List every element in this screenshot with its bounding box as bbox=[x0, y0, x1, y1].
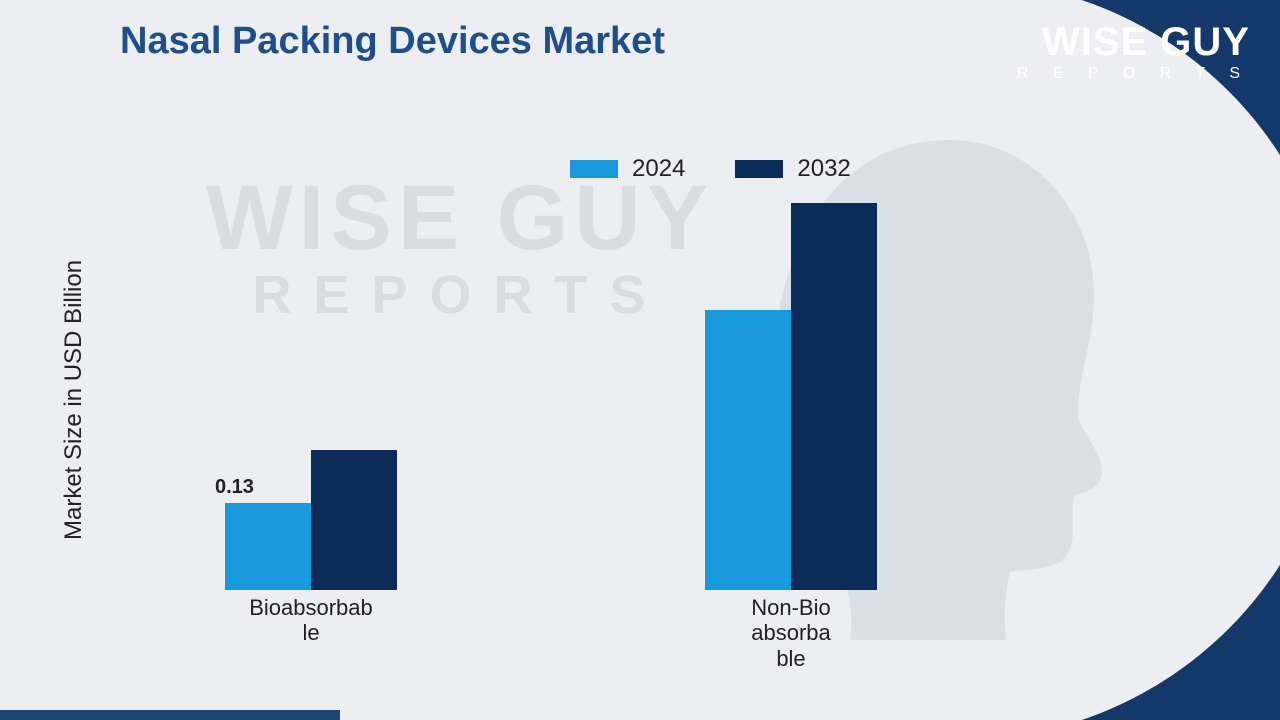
logo-line1: WISE GUY bbox=[980, 20, 1250, 65]
plot-area: 0.13BioabsorbableNon-Bioabsorbable bbox=[110, 190, 980, 590]
legend-swatch-2032 bbox=[735, 160, 783, 178]
chart-canvas: WISE GUY REPORTS Nasal Packing Devices M… bbox=[0, 0, 1280, 720]
chart-title: Nasal Packing Devices Market bbox=[120, 20, 665, 63]
legend-label-2032: 2032 bbox=[797, 155, 850, 183]
bar bbox=[311, 450, 397, 590]
bar-group bbox=[225, 450, 397, 590]
legend-item-2032: 2032 bbox=[735, 155, 850, 183]
legend-swatch-2024 bbox=[570, 160, 618, 178]
brand-logo: WISE GUY R E P O R T S bbox=[980, 20, 1250, 83]
bar-group bbox=[705, 203, 877, 590]
bar bbox=[225, 503, 311, 590]
bottom-accent-bar bbox=[0, 710, 340, 720]
y-axis-label: Market Size in USD Billion bbox=[60, 260, 88, 540]
legend-item-2024: 2024 bbox=[570, 155, 685, 183]
legend: 2024 2032 bbox=[570, 155, 851, 183]
bar bbox=[791, 203, 877, 590]
category-label: Bioabsorbable bbox=[215, 595, 407, 646]
logo-line2: R E P O R T S bbox=[980, 65, 1250, 83]
bar bbox=[705, 310, 791, 590]
category-label: Non-Bioabsorbable bbox=[695, 595, 887, 671]
legend-label-2024: 2024 bbox=[632, 155, 685, 183]
